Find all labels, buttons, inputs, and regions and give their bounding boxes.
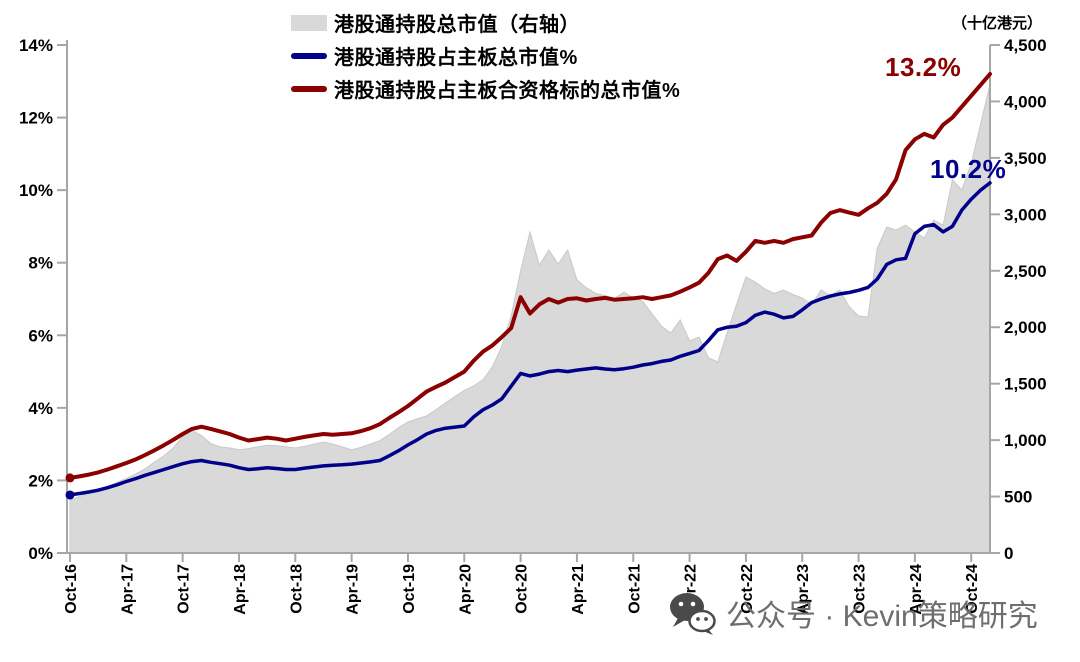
x-axis-tick-label: Oct-18 bbox=[288, 564, 305, 614]
legend-label-eligible-pct: 港股通持股占主板合资格标的总市值% bbox=[334, 80, 681, 102]
red-line-swatch bbox=[291, 85, 327, 92]
right-axis-tick-label: 1,000 bbox=[1004, 431, 1047, 450]
right-axis-tick-label: 2,500 bbox=[1004, 262, 1047, 281]
legend-label-main-board-pct: 港股通持股占主板总市值% bbox=[334, 47, 578, 69]
legend-item-market-value: 港股通持股总市值（右轴） bbox=[291, 10, 680, 36]
eligible-pct-line bbox=[68, 72, 992, 480]
red-line-end-label: 13.2% bbox=[885, 52, 962, 82]
x-axis-tick-label: Oct-19 bbox=[401, 564, 418, 614]
left-axis-tick-label: 6% bbox=[28, 326, 53, 345]
blue-line-swatch bbox=[291, 52, 327, 59]
right-axis-tick-label: 500 bbox=[1004, 488, 1032, 507]
main-board-line-start-dot bbox=[65, 490, 75, 500]
right-axis-tick-label: 0 bbox=[1004, 544, 1013, 563]
right-axis-tick-label: 2,000 bbox=[1004, 318, 1047, 337]
legend-item-main-board-pct: 港股通持股占主板总市值% bbox=[291, 43, 680, 69]
legend-item-eligible-pct: 港股通持股占主板合资格标的总市值% bbox=[291, 76, 681, 102]
market-value-area bbox=[69, 84, 991, 554]
x-axis-tick-label: Apr-19 bbox=[345, 564, 362, 615]
legend-label-market-value: 港股通持股总市值（右轴） bbox=[334, 14, 580, 36]
right-axis-unit-label: （十亿港元） bbox=[952, 15, 1043, 32]
x-axis-tick-label: Oct-17 bbox=[176, 564, 193, 614]
x-axis-tick-label: Oct-16 bbox=[63, 564, 80, 614]
chart-legend: 港股通持股总市值（右轴） 港股通持股占主板总市值% 港股通持股占主板合资格标的总… bbox=[291, 10, 680, 109]
left-axis-tick-label: 0% bbox=[28, 544, 53, 563]
area-swatch bbox=[291, 14, 327, 31]
right-axis-tick-label: 4,500 bbox=[1004, 36, 1047, 55]
x-axis-tick-label: Apr-21 bbox=[570, 564, 587, 615]
left-axis-tick-label: 10% bbox=[19, 181, 53, 200]
x-axis-tick-label: Oct-22 bbox=[739, 564, 756, 614]
left-axis-tick-label: 2% bbox=[28, 471, 53, 490]
right-axis-tick-label: 3,500 bbox=[1004, 149, 1047, 168]
eligible-line-start-dot bbox=[65, 473, 75, 483]
x-axis-tick-label: Oct-24 bbox=[964, 564, 981, 614]
left-axis-tick-label: 14% bbox=[19, 36, 53, 55]
right-axis-tick-label: 1,500 bbox=[1004, 375, 1047, 394]
left-axis-tick-label: 12% bbox=[19, 109, 53, 128]
wechat-icon bbox=[670, 593, 716, 635]
x-axis-tick-label: Oct-20 bbox=[514, 564, 531, 614]
right-axis-tick-label: 4,000 bbox=[1004, 92, 1047, 111]
x-axis-tick-label: Apr-23 bbox=[795, 564, 812, 615]
x-axis-tick-label: Apr-24 bbox=[908, 564, 925, 615]
blue-line-end-label: 10.2% bbox=[930, 154, 1007, 184]
left-axis-tick-label: 4% bbox=[28, 399, 53, 418]
x-axis-tick-label: Oct-21 bbox=[626, 564, 643, 614]
x-axis-tick-label: Apr-18 bbox=[232, 564, 249, 615]
watermark: 公众号 · Kevin策略研究 bbox=[668, 590, 1038, 636]
right-axis-tick-label: 3,000 bbox=[1004, 205, 1047, 224]
x-axis-tick-label: Apr-20 bbox=[457, 564, 474, 615]
x-axis-tick-label: Apr-17 bbox=[119, 564, 136, 615]
x-axis-tick-label: Oct-23 bbox=[852, 564, 869, 614]
left-axis-tick-label: 8% bbox=[28, 254, 53, 273]
watermark-text: 公众号 · Kevin策略研究 bbox=[726, 600, 1038, 633]
main-board-pct-line bbox=[68, 181, 992, 497]
